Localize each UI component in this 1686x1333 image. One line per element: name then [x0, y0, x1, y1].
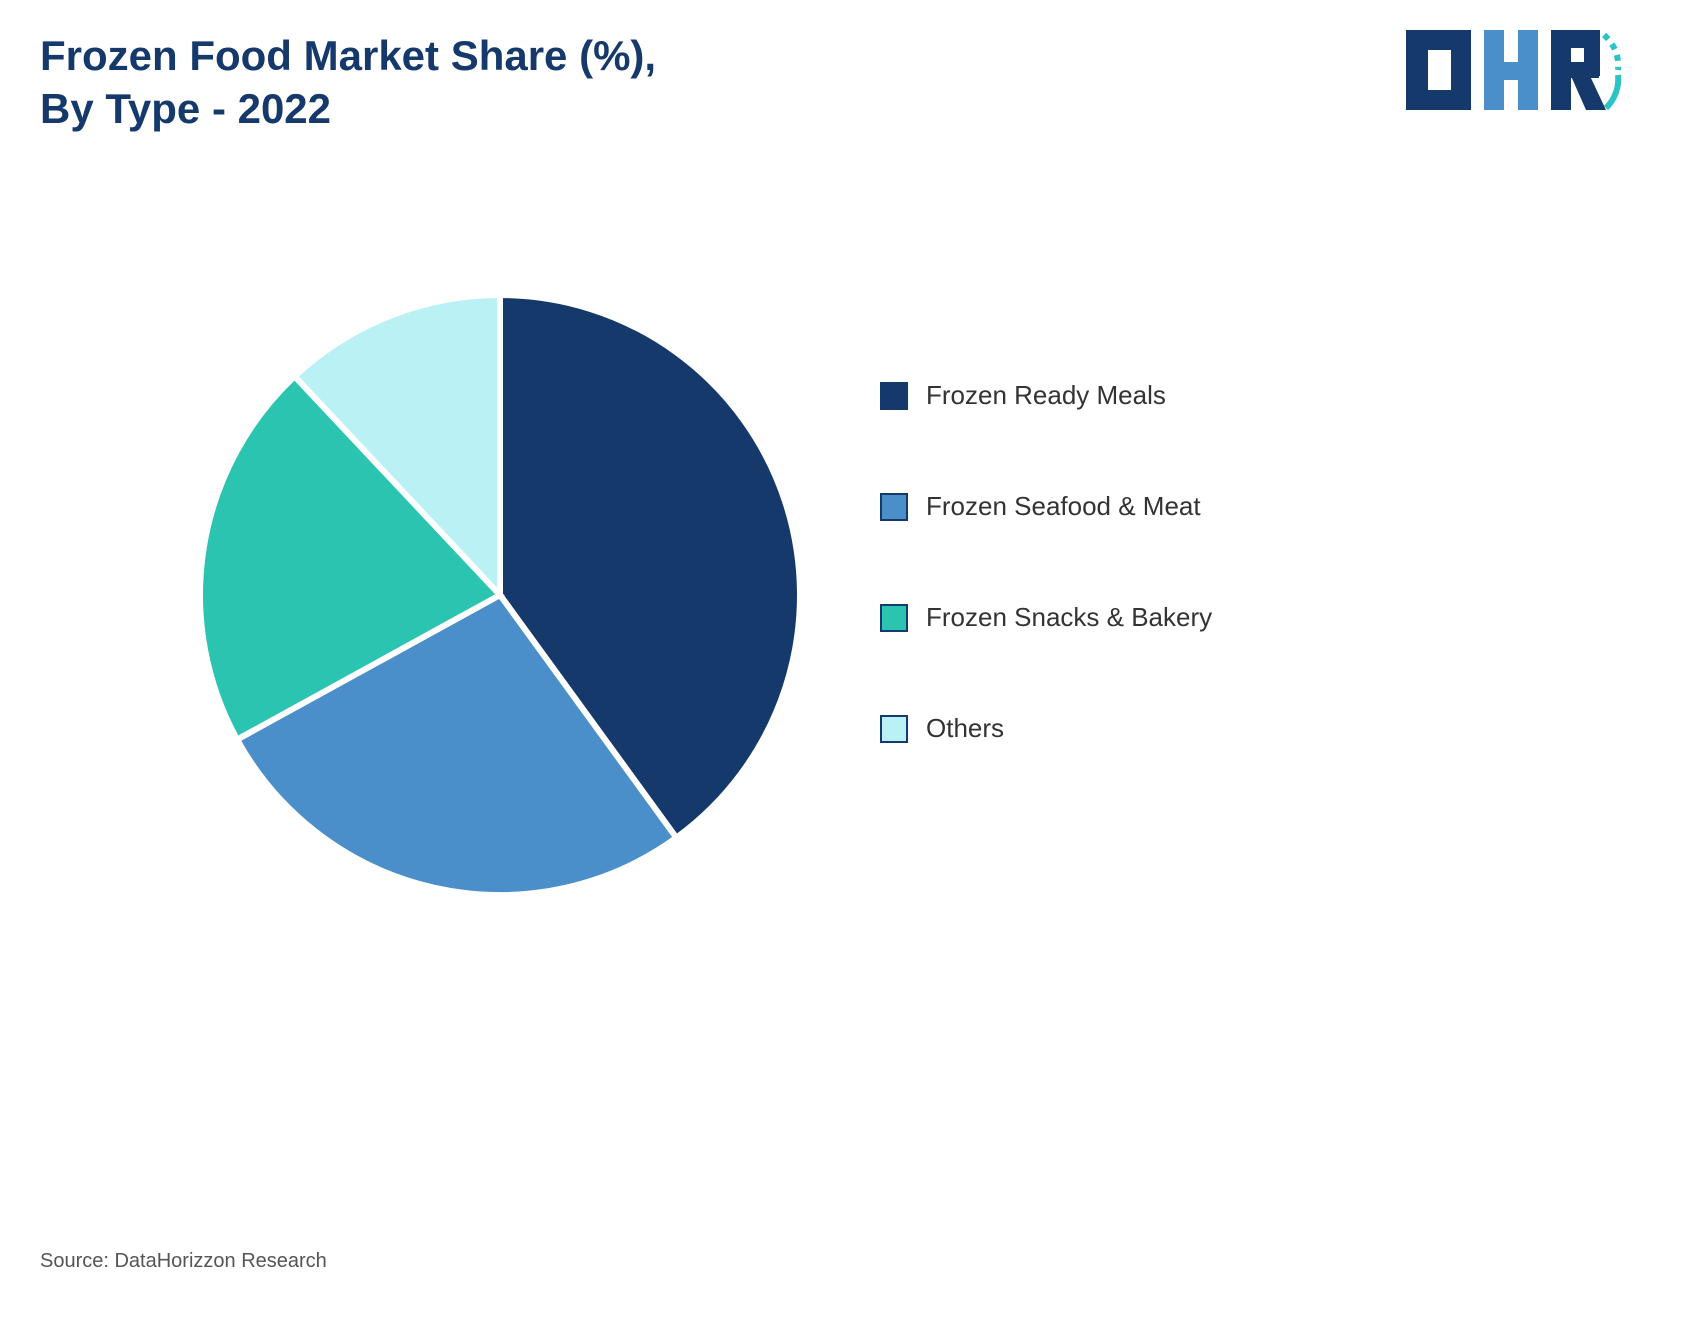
chart-title: Frozen Food Market Share (%), By Type - … [40, 30, 656, 135]
legend-label: Frozen Seafood & Meat [926, 491, 1201, 522]
legend-swatch [880, 715, 908, 743]
title-line-2: By Type - 2022 [40, 83, 656, 136]
source-citation: Source: DataHorizzon Research [40, 1250, 327, 1273]
legend: Frozen Ready Meals Frozen Seafood & Meat F… [880, 380, 1212, 744]
legend-label: Frozen Snacks & Bakery [926, 602, 1212, 633]
legend-swatch [880, 493, 908, 521]
legend-item: Frozen Ready Meals [880, 380, 1212, 411]
legend-item: Frozen Snacks & Bakery [880, 602, 1212, 633]
legend-item: Frozen Seafood & Meat [880, 491, 1212, 522]
pie-chart [190, 285, 810, 905]
title-line-1: Frozen Food Market Share (%), [40, 30, 656, 83]
legend-swatch [880, 604, 908, 632]
legend-item: Others [880, 713, 1212, 744]
legend-label: Others [926, 713, 1004, 744]
legend-swatch [880, 382, 908, 410]
brand-logo [1406, 20, 1626, 135]
legend-label: Frozen Ready Meals [926, 380, 1166, 411]
